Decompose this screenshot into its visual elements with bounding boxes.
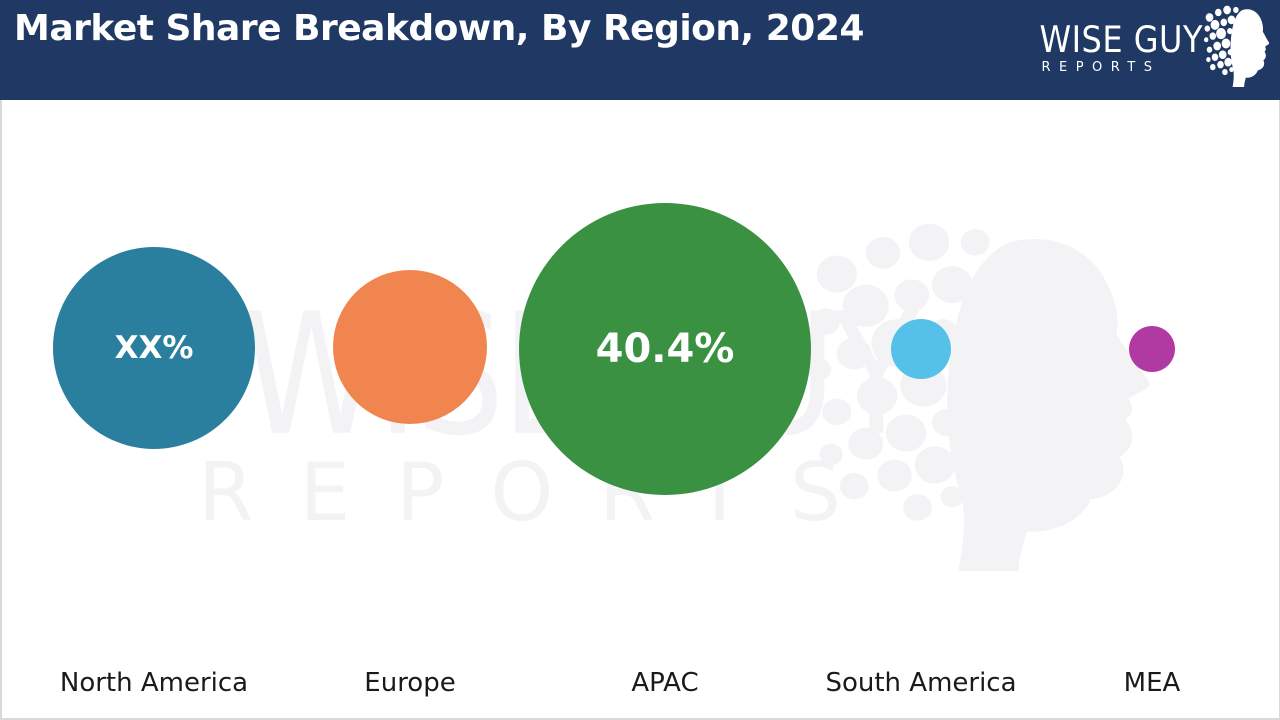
brand-subtext: REPORTS: [1041, 60, 1161, 75]
bubble-value-label: 40.4%: [595, 326, 735, 372]
bubble-south-america: [891, 319, 951, 379]
brand-logo: WISE GUY REPORTS: [1039, 5, 1270, 87]
bubble-north-america: XX%: [53, 247, 255, 449]
category-label-south-america: South America: [825, 668, 1017, 698]
category-label-apac: APAC: [631, 668, 699, 698]
watermark-head-icon: [808, 223, 1150, 571]
bubble-europe: [333, 270, 487, 424]
bubble-apac: 40.4%: [519, 203, 811, 495]
bubble-value-label: XX%: [114, 330, 194, 366]
wiseguy-head-icon: [1204, 5, 1270, 87]
page-title: Market Share Breakdown, By Region, 2024: [14, 8, 864, 49]
category-label-mea: MEA: [1123, 668, 1181, 698]
category-label-europe: Europe: [364, 668, 456, 698]
brand-logo-text: WISE GUY REPORTS: [1039, 21, 1203, 75]
category-label-north-america: North America: [59, 668, 249, 698]
header-bar: Market Share Breakdown, By Region, 2024 …: [0, 0, 1280, 100]
brand-wordmark: WISE GUY: [1039, 17, 1203, 62]
bubble-mea: [1129, 326, 1175, 372]
watermark-subtext: REPORTS: [198, 446, 887, 539]
